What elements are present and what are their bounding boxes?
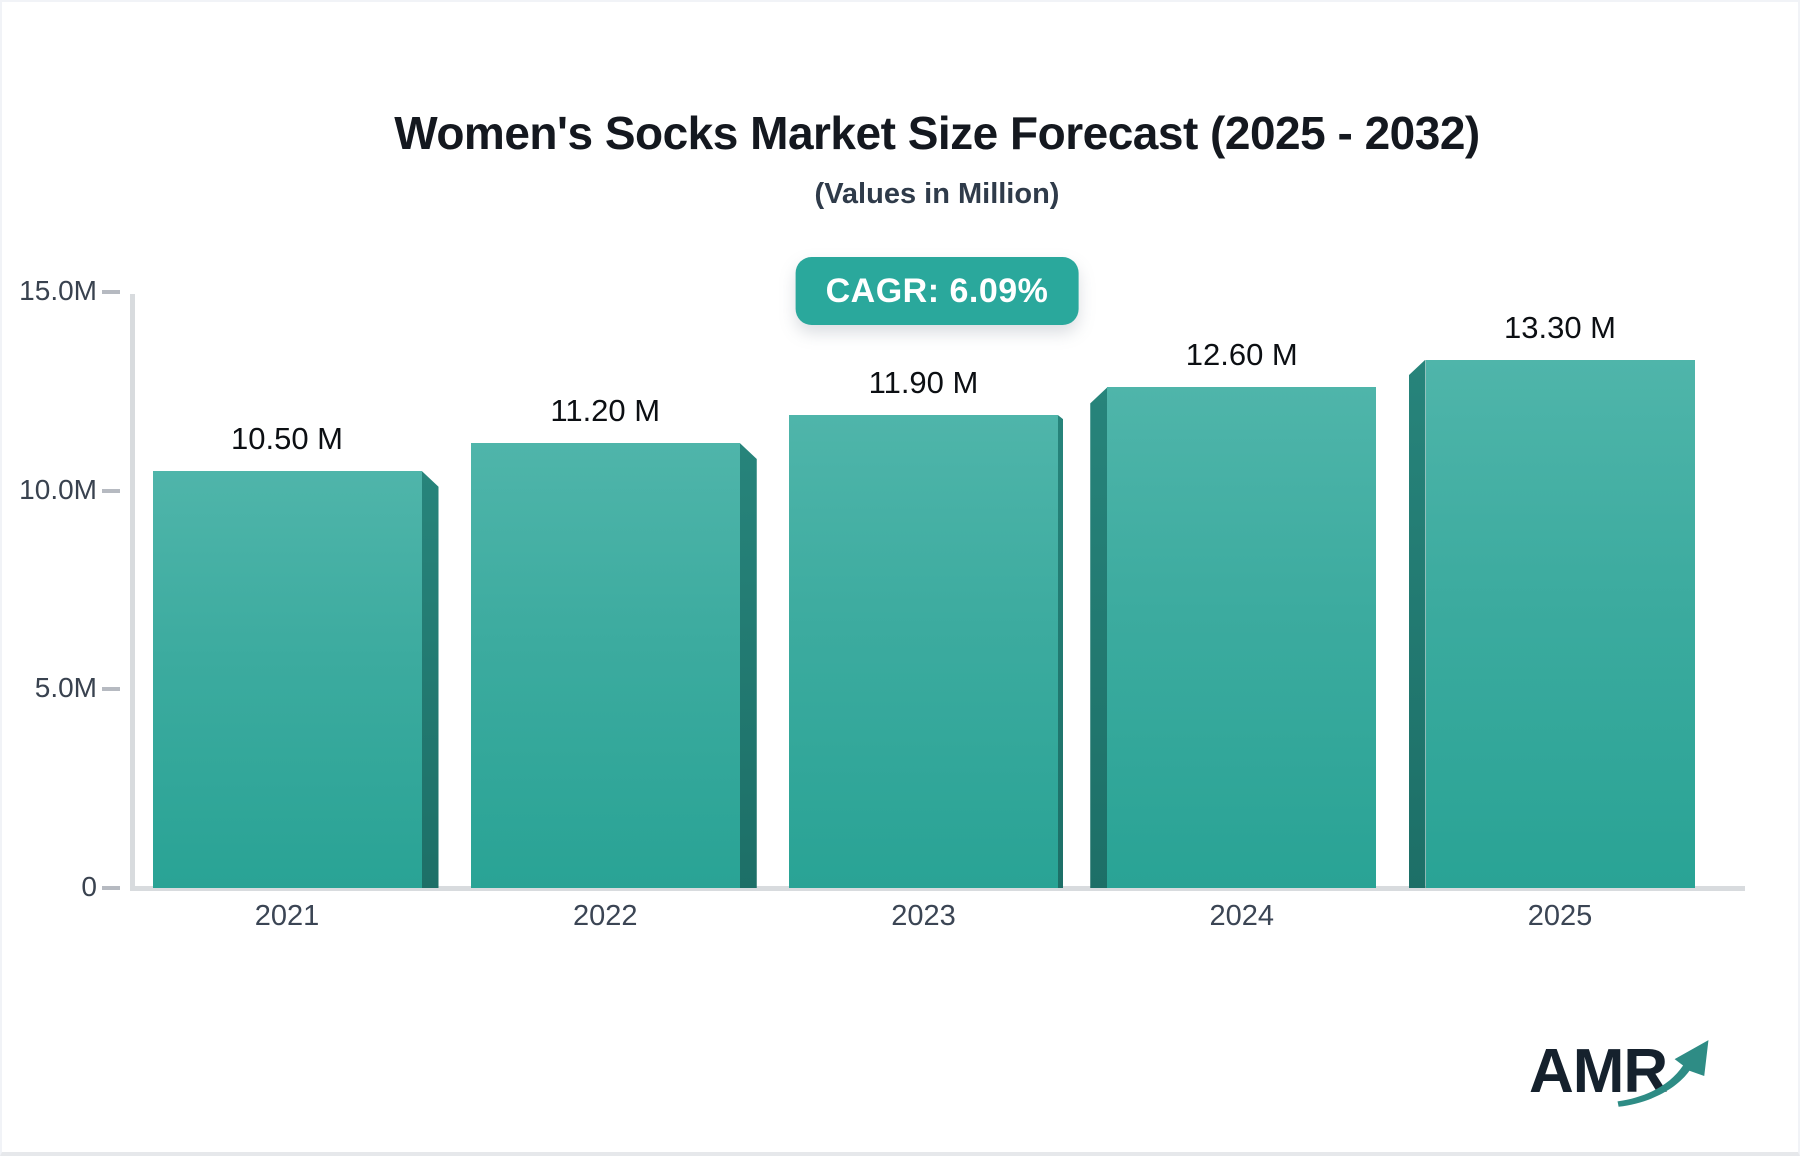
- bar-value-label: 12.60 M: [1185, 337, 1298, 373]
- y-tick-mark: [102, 488, 120, 493]
- y-tick-label: 15.0M: [19, 275, 97, 306]
- cagr-badge: CAGR: 6.09%: [795, 257, 1079, 325]
- bar-value-label: 13.30 M: [1503, 309, 1616, 345]
- chart-subtitle: (Values in Million): [814, 178, 1060, 210]
- x-axis-label-2021: 2021: [254, 900, 320, 932]
- bar-2022: [470, 442, 740, 888]
- bar-side-face: [739, 442, 757, 888]
- chart-header: Women's Socks Market Size Forecast (2025…: [72, 2, 1800, 325]
- x-axis-label-2025: 2025: [1527, 900, 1593, 932]
- bar-side-face: [1408, 359, 1426, 888]
- y-tick-mark: [102, 886, 120, 890]
- y-axis-line: [130, 294, 135, 891]
- y-tick-mark: [102, 687, 120, 692]
- bar-2025: [1425, 359, 1695, 888]
- y-tick-mark: [102, 290, 120, 294]
- x-axis-label-2023: 2023: [891, 900, 956, 932]
- y-tick-label: 5.0M: [34, 672, 97, 704]
- growth-arrow-icon: [1617, 1040, 1709, 1107]
- x-axis-label-2024: 2024: [1209, 900, 1274, 932]
- x-axis-line: [130, 886, 1745, 891]
- y-tick-label: 10.0M: [19, 473, 97, 505]
- bar-value-label: 11.90 M: [868, 365, 979, 401]
- chart-title: Women's Socks Market Size Forecast (2025…: [394, 107, 1480, 159]
- x-axis-label-2022: 2022: [572, 900, 638, 932]
- bar-side-face: [1058, 415, 1063, 888]
- bar-2021: [152, 470, 422, 888]
- bar-2024: [1107, 387, 1377, 888]
- bar-side-face: [1090, 387, 1108, 888]
- bar-side-face: [421, 470, 439, 888]
- amr-logo: AMR: [1529, 1036, 1729, 1126]
- bar-value-label: 11.20 M: [550, 392, 661, 428]
- bar-value-label: 10.50 M: [230, 420, 343, 456]
- bar-2023: [789, 415, 1058, 888]
- y-tick-label: 0: [81, 871, 97, 902]
